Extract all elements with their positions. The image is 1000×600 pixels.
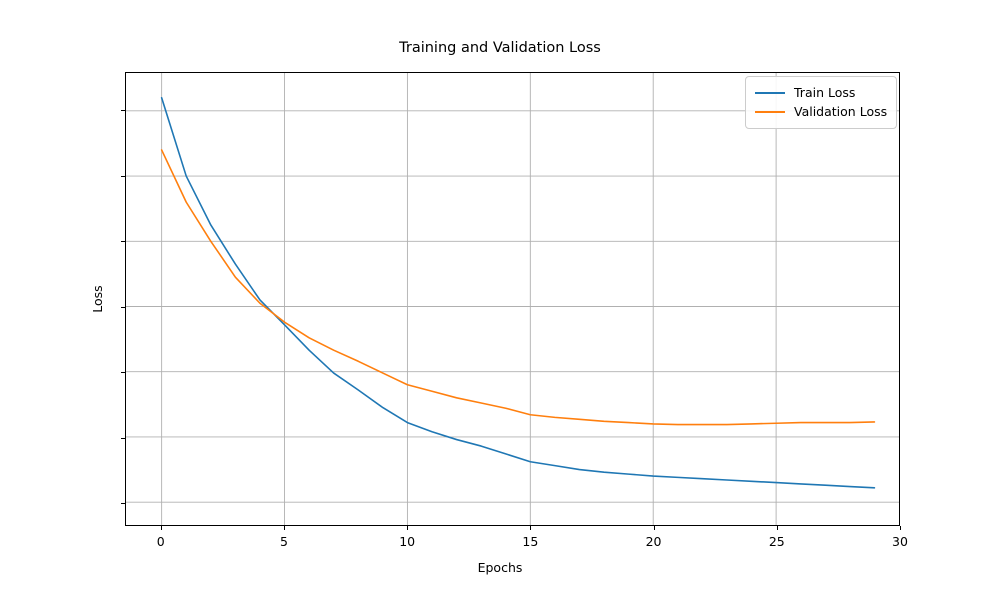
legend-item-train: Train Loss — [755, 83, 887, 102]
x-tick-mark — [160, 526, 162, 530]
data-lines — [160, 96, 876, 489]
legend-swatch-validation — [755, 110, 785, 113]
x-tick-label: 20 — [645, 534, 662, 549]
y-tick-mark — [121, 109, 125, 111]
chart-title: Training and Validation Loss — [399, 40, 601, 56]
y-tick-mark — [121, 372, 125, 374]
x-tick-label: 5 — [279, 534, 288, 549]
y-tick-mark — [121, 503, 125, 505]
x-tick-mark — [530, 526, 532, 530]
legend-item-validation: Validation Loss — [755, 102, 887, 121]
x-tick-mark — [900, 526, 901, 530]
x-tick-label: 0 — [156, 534, 165, 549]
legend-label-train: Train Loss — [794, 85, 856, 100]
series-line-validation — [160, 149, 876, 426]
y-tick-mark — [121, 175, 125, 177]
x-tick-mark — [407, 526, 409, 530]
x-tick-label: 30 — [892, 534, 908, 549]
legend-swatch-train — [755, 91, 785, 94]
series-line-train — [160, 96, 876, 489]
x-tick-mark — [776, 526, 778, 530]
y-axis-label: Loss — [90, 285, 105, 313]
x-tick-label: 15 — [522, 534, 539, 549]
legend-label-validation: Validation Loss — [794, 104, 888, 119]
x-tick-label: 25 — [768, 534, 785, 549]
plot-area — [125, 72, 900, 526]
x-tick-label: 10 — [399, 534, 416, 549]
y-tick-mark — [121, 437, 125, 439]
legend: Train Loss Validation Loss — [745, 76, 898, 129]
y-tick-mark — [121, 306, 125, 308]
x-tick-mark — [653, 526, 655, 530]
y-tick-mark — [121, 241, 125, 243]
x-axis-label: Epochs — [477, 560, 523, 575]
x-tick-mark — [283, 526, 285, 530]
